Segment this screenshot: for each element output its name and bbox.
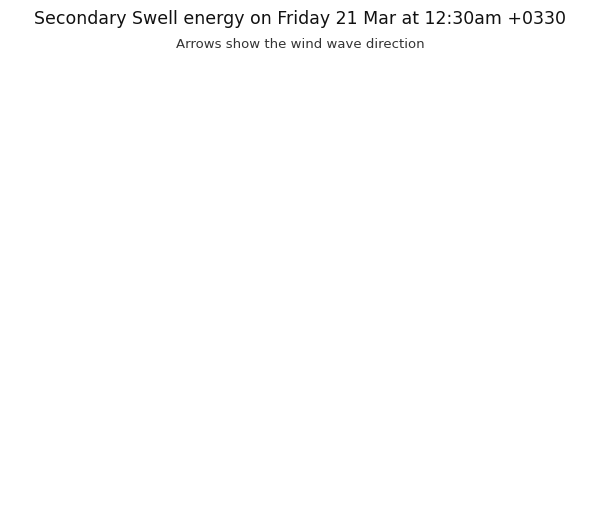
Text: Map not available
(cartopy not installed): Map not available (cartopy not installed… — [209, 264, 392, 303]
Text: Arrows show the wind wave direction: Arrows show the wind wave direction — [176, 38, 425, 51]
Text: Secondary Swell energy on Friday 21 Mar at 12:30am +0330: Secondary Swell energy on Friday 21 Mar … — [34, 10, 567, 28]
